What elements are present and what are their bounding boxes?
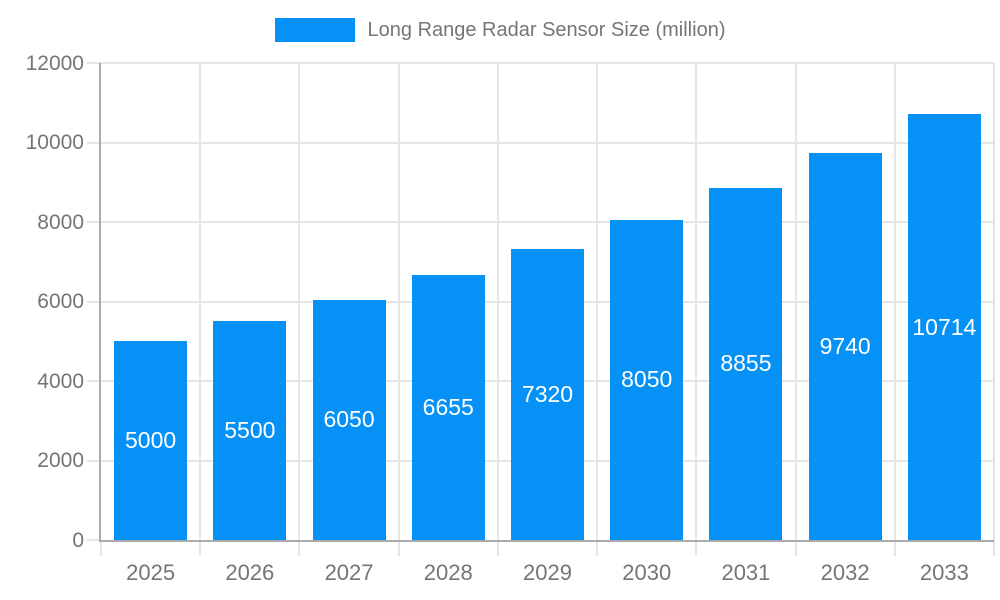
x-axis-label: 2033: [919, 560, 969, 585]
grid-line-vertical: [298, 63, 301, 540]
bar-value-label: 6655: [422, 394, 474, 421]
x-axis-label: 2026: [225, 560, 275, 585]
grid-line-vertical: [893, 63, 896, 540]
x-axis-tick: [397, 540, 400, 556]
x-axis-tick: [893, 540, 896, 556]
y-axis-label: 10000: [25, 131, 84, 154]
x-axis-tick: [794, 540, 797, 556]
legend-swatch-icon: [274, 18, 355, 42]
grid-line-vertical: [695, 63, 698, 540]
grid-line-vertical: [596, 63, 599, 540]
y-axis-label: 8000: [37, 210, 84, 234]
y-axis-label: 12000: [25, 51, 84, 75]
grid-line-vertical: [397, 63, 400, 540]
bar-value-label: 5500: [224, 417, 276, 444]
x-axis-tick: [496, 540, 499, 556]
legend-label: Long Range Radar Sensor Size (million): [367, 18, 726, 41]
grid-line-vertical: [794, 63, 797, 540]
bar: 7320: [511, 249, 584, 540]
x-axis-label: 2028: [423, 560, 473, 585]
bar-value-label: 10714: [912, 313, 977, 340]
bar: 6050: [312, 299, 386, 540]
bar: 8855: [709, 188, 783, 540]
grid-line-vertical: [496, 63, 499, 540]
bar-value-label: 5000: [125, 427, 177, 454]
bar-value-label: 8855: [720, 350, 772, 377]
bar-value-label: 9740: [819, 332, 871, 359]
y-axis-tick: [87, 380, 101, 382]
bar-value-label: 8050: [621, 366, 673, 393]
x-axis-tick: [298, 540, 301, 556]
grid-line-horizontal: [101, 141, 994, 144]
grid-line-vertical: [993, 63, 995, 540]
x-axis-label: 2027: [324, 560, 374, 585]
x-axis-tick: [100, 540, 102, 556]
bar: 5000: [114, 341, 188, 540]
x-axis-label: 2025: [126, 560, 176, 585]
grid-line-horizontal: [101, 62, 994, 64]
x-axis-label: 2030: [622, 560, 672, 585]
x-axis-tick: [695, 540, 698, 556]
x-axis-line: [99, 540, 994, 542]
y-axis-line: [99, 63, 101, 542]
grid-line-vertical: [199, 63, 202, 540]
y-axis-tick: [87, 141, 101, 144]
y-axis-label: 6000: [37, 290, 84, 313]
x-axis-tick: [993, 540, 995, 556]
x-axis-label: 2031: [721, 560, 771, 585]
y-axis-tick: [87, 300, 101, 303]
chart-legend: Long Range Radar Sensor Size (million): [0, 18, 1000, 42]
y-axis-tick: [87, 62, 101, 64]
grid-line-horizontal: [101, 221, 994, 223]
y-axis-label: 2000: [37, 449, 84, 472]
bar-value-label: 6050: [323, 406, 375, 433]
y-axis-label: 4000: [37, 369, 84, 393]
y-axis-tick: [87, 539, 101, 541]
x-axis-tick: [199, 540, 202, 556]
y-axis-tick: [87, 221, 101, 223]
y-axis-tick: [87, 459, 101, 462]
x-axis-label: 2029: [523, 560, 572, 585]
bar: 10714: [907, 114, 981, 540]
y-axis-label: 0: [72, 528, 84, 552]
bar: 6655: [411, 275, 485, 540]
x-axis-label: 2032: [820, 560, 870, 585]
bar-value-label: 7320: [521, 381, 574, 407]
bar: 5500: [213, 321, 287, 540]
x-axis-tick: [596, 540, 599, 556]
bar: 9740: [808, 152, 882, 540]
bar: 8050: [610, 220, 684, 540]
